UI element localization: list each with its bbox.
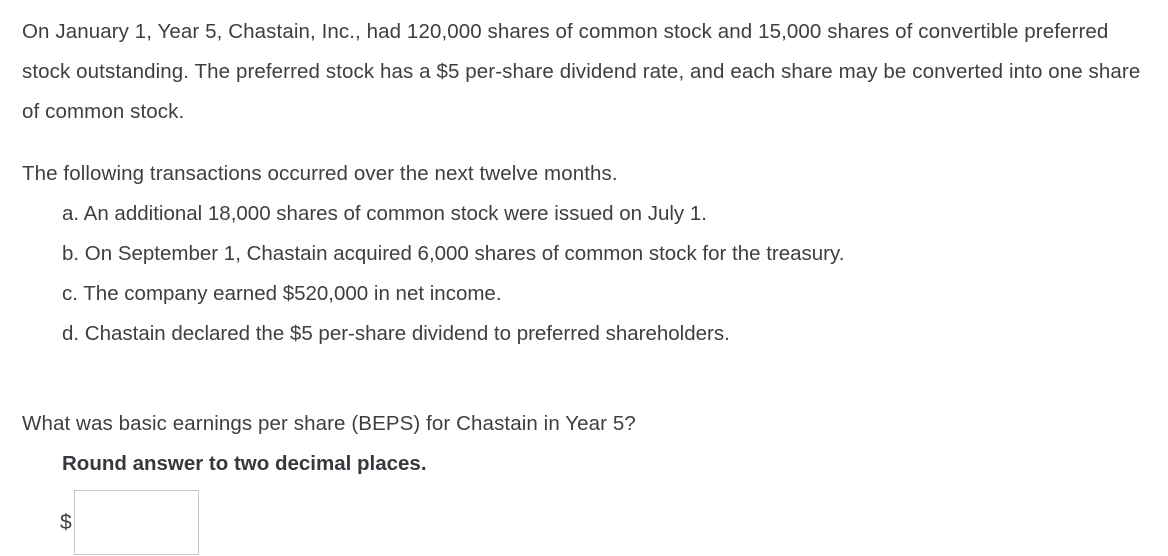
transactions-list: a. An additional 18,000 shares of common… [22, 194, 1146, 354]
question-block: What was basic earnings per share (BEPS)… [22, 404, 1146, 556]
list-item: c. The company earned $520,000 in net in… [62, 282, 502, 305]
list-item: d. Chastain declared the $5 per-share di… [62, 322, 730, 345]
answer-row: $ [22, 488, 1146, 556]
problem-intro-paragraph: On January 1, Year 5, Chastain, Inc., ha… [22, 20, 1141, 123]
dollar-sign-label: $ [60, 510, 72, 534]
list-item: b. On September 1, Chastain acquired 6,0… [62, 242, 845, 265]
rounding-instruction: Round answer to two decimal places. [62, 452, 427, 475]
question-page: On January 1, Year 5, Chastain, Inc., ha… [22, 20, 1146, 555]
list-item: a. An additional 18,000 shares of common… [62, 202, 707, 225]
question-prompt: What was basic earnings per share (BEPS)… [22, 412, 636, 435]
answer-input[interactable] [73, 489, 199, 555]
transactions-block: The following transactions occurred over… [22, 154, 1146, 354]
transactions-intro-text: The following transactions occurred over… [22, 162, 618, 185]
